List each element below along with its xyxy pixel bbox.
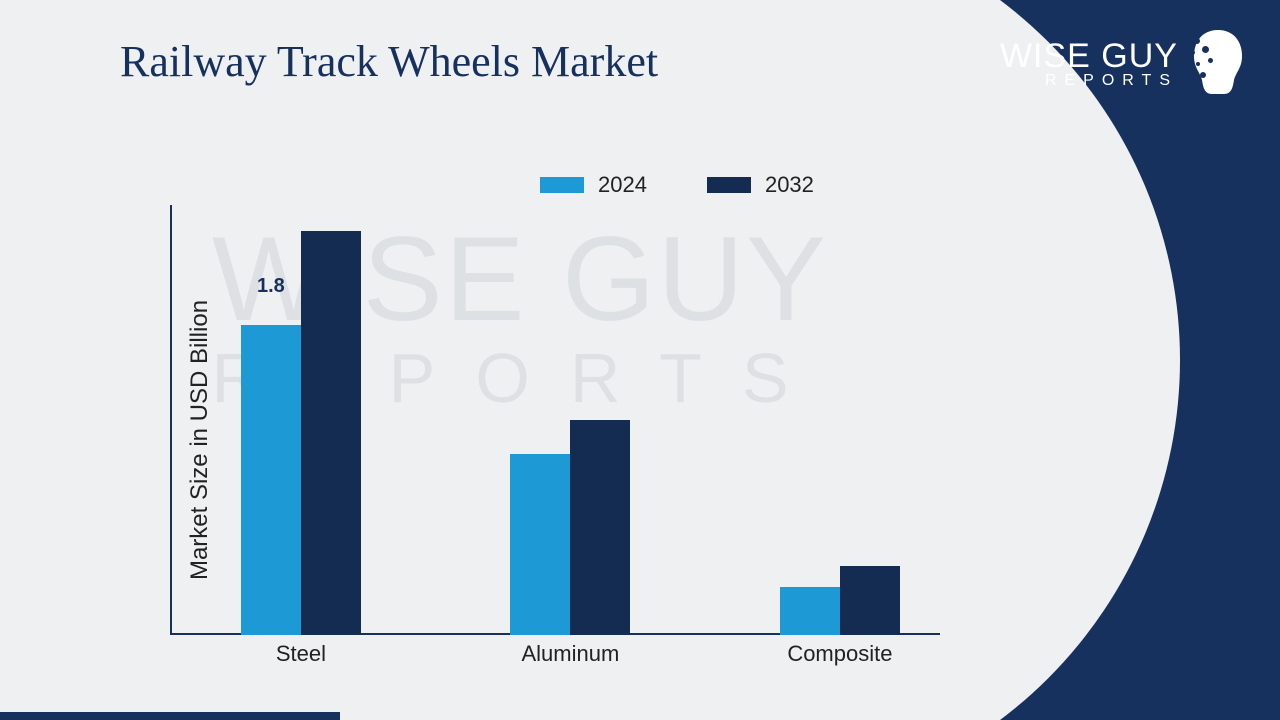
x-tick-label: Steel — [276, 641, 326, 667]
bar — [510, 454, 570, 635]
bar — [570, 420, 630, 635]
bar-group — [510, 420, 630, 635]
bar — [301, 231, 361, 635]
chart-title: Railway Track Wheels Market — [120, 36, 658, 87]
logo-line1: WISE GUY — [1000, 37, 1178, 76]
x-tick-label: Aluminum — [521, 641, 619, 667]
legend-label: 2024 — [598, 172, 647, 198]
legend: 2024 2032 — [540, 172, 814, 198]
bar-value-label: 1.8 — [257, 275, 285, 298]
logo-head-icon — [1188, 28, 1248, 98]
bar — [780, 587, 840, 635]
legend-swatch — [707, 177, 751, 193]
bar — [241, 325, 301, 635]
right-panel — [960, 0, 1280, 720]
x-tick-label: Composite — [787, 641, 892, 667]
legend-swatch — [540, 177, 584, 193]
bar-group — [780, 566, 900, 635]
legend-label: 2032 — [765, 172, 814, 198]
x-axis-labels: Steel Aluminum Composite — [170, 635, 940, 675]
brand-logo: WISE GUY REPORTS — [1000, 28, 1248, 98]
bar-chart: Market Size in USD Billion 1.8 SteelAlum… — [100, 205, 940, 675]
bar — [840, 566, 900, 635]
legend-item: 2024 — [540, 172, 647, 198]
bottom-accent-bar — [0, 712, 340, 720]
legend-item: 2032 — [707, 172, 814, 198]
plot-area: 1.8 — [170, 205, 940, 635]
